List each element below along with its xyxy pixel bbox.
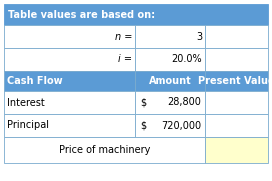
Bar (4, 137, 205, 163)
Bar (4, 25, 135, 48)
Text: Price of machinery: Price of machinery (59, 145, 150, 155)
Text: 20.0%: 20.0% (171, 54, 202, 64)
Text: Principal: Principal (7, 121, 49, 131)
Text: 28,800: 28,800 (167, 98, 201, 108)
Text: 3: 3 (196, 31, 202, 41)
Text: Interest: Interest (7, 98, 45, 108)
Bar (4, 4, 268, 25)
Text: i =: i = (118, 54, 132, 64)
Bar (135, 114, 205, 137)
Text: n =: n = (115, 31, 132, 41)
Text: $: $ (140, 121, 146, 131)
Bar (135, 71, 205, 91)
Bar (135, 48, 205, 71)
Bar (205, 25, 268, 48)
Text: Table values are based on:: Table values are based on: (8, 9, 155, 20)
Text: Amount: Amount (149, 76, 191, 86)
Bar (205, 114, 268, 137)
Bar (4, 114, 135, 137)
Text: 720,000: 720,000 (161, 121, 201, 131)
Bar (205, 91, 268, 114)
Text: Present Value: Present Value (198, 76, 272, 86)
Text: $: $ (140, 98, 146, 108)
Bar (205, 48, 268, 71)
Bar (135, 25, 205, 48)
Bar (135, 91, 205, 114)
Bar (4, 91, 135, 114)
Bar (4, 71, 135, 91)
Text: Cash Flow: Cash Flow (7, 76, 63, 86)
Bar (4, 48, 135, 71)
Bar (205, 71, 268, 91)
Bar (205, 137, 268, 163)
